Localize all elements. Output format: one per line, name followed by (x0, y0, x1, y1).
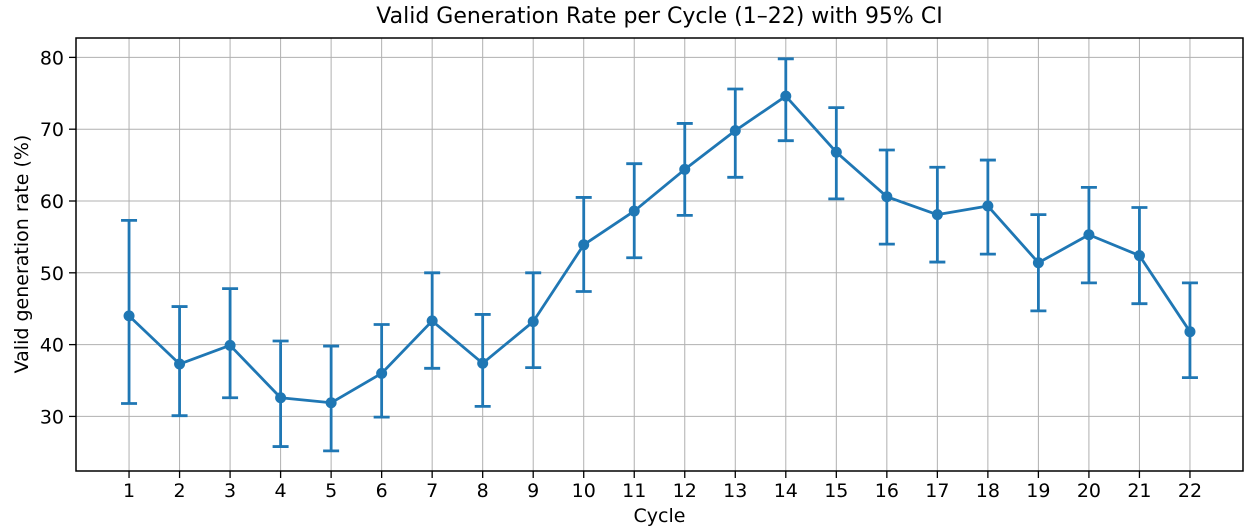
data-point-marker (1032, 257, 1044, 269)
x-tick-label: 21 (1127, 480, 1151, 502)
data-point-marker (376, 367, 388, 379)
data-point-marker (830, 146, 842, 158)
x-tick-label: 5 (325, 480, 337, 502)
data-point-marker (982, 200, 994, 212)
x-tick-label: 7 (426, 480, 438, 502)
data-point-marker (1083, 229, 1095, 241)
y-tick-label: 70 (40, 119, 64, 141)
axis-ticks: 1 2 3 4 5 6 7 8 9 10 11 12 13 14 15 16 17 18 19 20 21 2230405… (40, 47, 1202, 502)
x-tick-label: 18 (976, 480, 1000, 502)
data-point-marker (477, 357, 489, 369)
data-point-marker (1184, 326, 1196, 338)
data-point-marker (174, 358, 186, 370)
data-point-marker (679, 163, 691, 175)
y-tick-label: 40 (40, 335, 64, 357)
x-tick-label: 8 (477, 480, 489, 502)
data-point-marker (628, 205, 640, 217)
x-tick-label: 11 (622, 480, 646, 502)
y-tick-label: 50 (40, 263, 64, 285)
error-bars (121, 57, 1198, 453)
x-tick-label: 17 (925, 480, 949, 502)
data-point-marker (426, 315, 438, 327)
x-axis-label: Cycle (633, 505, 686, 527)
data-point-marker (224, 339, 236, 351)
x-tick-label: 12 (673, 480, 697, 502)
x-tick-label: 3 (224, 480, 236, 502)
x-tick-label: 6 (376, 480, 388, 502)
x-tick-label: 19 (1026, 480, 1050, 502)
y-tick-label: 80 (40, 47, 64, 69)
y-axis-label: Valid generation rate (%) (11, 134, 33, 374)
data-series (127, 94, 1192, 405)
x-tick-label: 2 (174, 480, 186, 502)
data-line (127, 94, 1192, 405)
x-tick-label: 1 (123, 480, 135, 502)
chart-title: Valid Generation Rate per Cycle (1–22) w… (376, 4, 943, 29)
x-tick-label: 9 (527, 480, 539, 502)
data-point-marker (123, 310, 135, 322)
x-tick-label: 13 (723, 480, 747, 502)
data-point-marker (578, 239, 590, 251)
x-tick-label: 14 (774, 480, 798, 502)
data-point-marker (729, 125, 741, 137)
axes-frame (75, 37, 1244, 472)
grid-lines (76, 38, 1243, 471)
y-tick-label: 30 (40, 406, 64, 428)
data-point-marker (325, 397, 337, 409)
plot-frame (75, 37, 1244, 472)
data-point-marker (780, 90, 792, 102)
x-tick-label: 20 (1077, 480, 1101, 502)
x-tick-label: 10 (572, 480, 596, 502)
data-point-marker (1133, 250, 1145, 262)
data-point-marker (931, 209, 943, 221)
x-tick-label: 16 (875, 480, 899, 502)
data-points (123, 90, 1196, 409)
x-tick-label: 22 (1178, 480, 1202, 502)
data-point-marker (527, 316, 539, 328)
data-point-marker (275, 392, 287, 404)
data-point-marker (881, 191, 893, 203)
y-tick-label: 60 (40, 191, 64, 213)
x-tick-label: 4 (275, 480, 287, 502)
x-tick-label: 15 (824, 480, 848, 502)
